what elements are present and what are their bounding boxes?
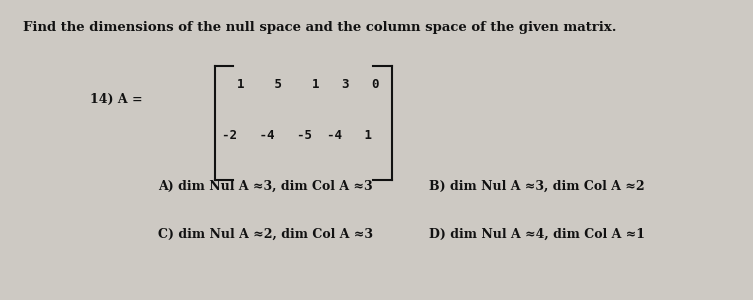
Text: 1    5    1   3   0: 1 5 1 3 0 bbox=[222, 78, 380, 91]
Text: -2   -4   -5  -4   1: -2 -4 -5 -4 1 bbox=[222, 129, 372, 142]
Text: A) dim Nul A ≈3, dim Col A ≈3: A) dim Nul A ≈3, dim Col A ≈3 bbox=[158, 180, 373, 193]
Text: D) dim Nul A ≈4, dim Col A ≈1: D) dim Nul A ≈4, dim Col A ≈1 bbox=[429, 228, 645, 241]
Text: B) dim Nul A ≈3, dim Col A ≈2: B) dim Nul A ≈3, dim Col A ≈2 bbox=[429, 180, 645, 193]
Text: 14) A =: 14) A = bbox=[90, 92, 143, 106]
Text: C) dim Nul A ≈2, dim Col A ≈3: C) dim Nul A ≈2, dim Col A ≈3 bbox=[158, 228, 373, 241]
Text: Find the dimensions of the null space and the column space of the given matrix.: Find the dimensions of the null space an… bbox=[23, 21, 616, 34]
